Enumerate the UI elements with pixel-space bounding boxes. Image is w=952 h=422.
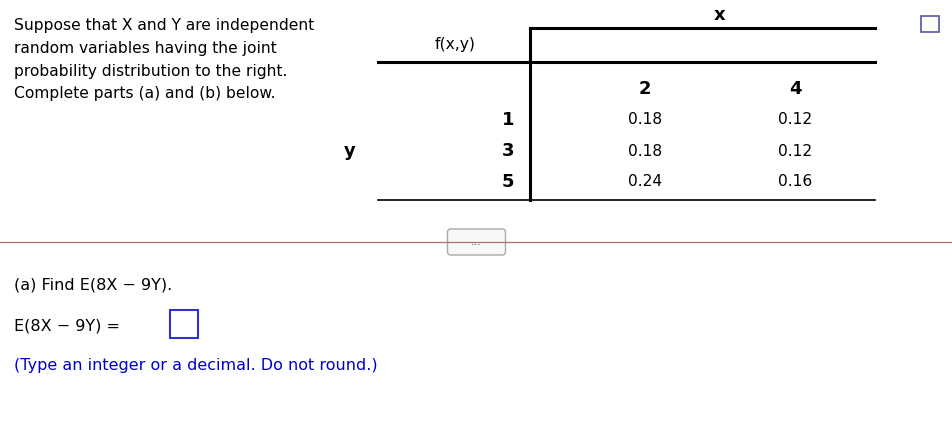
Text: (Type an integer or a decimal. Do not round.): (Type an integer or a decimal. Do not ro… [14, 358, 377, 373]
Text: 0.12: 0.12 [777, 113, 811, 127]
Text: (a) Find E(8X − 9Y).: (a) Find E(8X − 9Y). [14, 278, 172, 293]
Text: 0.18: 0.18 [627, 113, 662, 127]
Text: 0.12: 0.12 [777, 143, 811, 159]
Text: f(x,y): f(x,y) [434, 38, 475, 52]
FancyBboxPatch shape [920, 16, 938, 32]
Text: Suppose that X and Y are independent
random variables having the joint
probabili: Suppose that X and Y are independent ran… [14, 18, 314, 101]
Text: x: x [713, 6, 725, 24]
Text: 4: 4 [788, 80, 801, 98]
Text: ...: ... [470, 237, 482, 247]
Text: 2: 2 [638, 80, 650, 98]
FancyBboxPatch shape [169, 310, 198, 338]
FancyBboxPatch shape [447, 229, 505, 255]
Text: 0.24: 0.24 [627, 175, 662, 189]
Text: 0.16: 0.16 [777, 175, 811, 189]
Text: y: y [344, 142, 355, 160]
Text: 3: 3 [501, 142, 514, 160]
Text: 1: 1 [501, 111, 514, 129]
Text: 0.18: 0.18 [627, 143, 662, 159]
Text: E(8X − 9Y) =: E(8X − 9Y) = [14, 319, 120, 333]
Text: 5: 5 [501, 173, 514, 191]
